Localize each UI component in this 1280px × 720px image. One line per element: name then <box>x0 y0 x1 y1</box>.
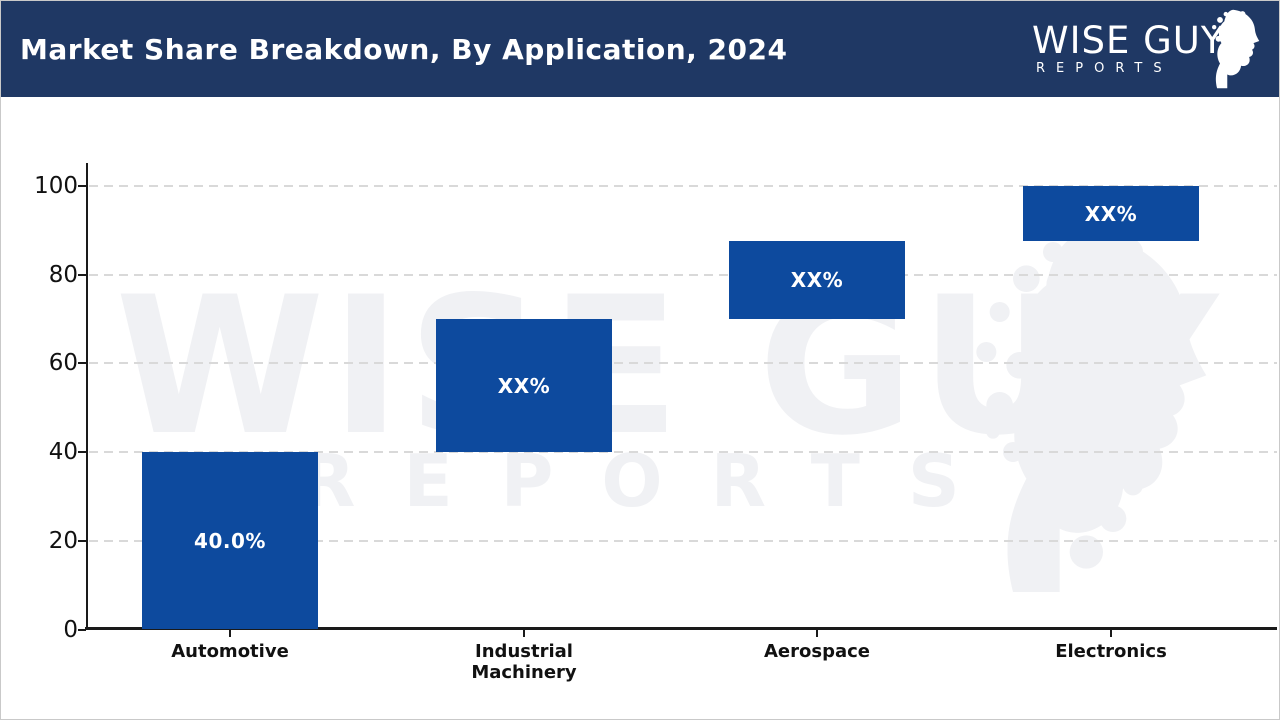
page-title: Market Share Breakdown, By Application, … <box>20 33 788 66</box>
bar-automotive: 40.0% <box>142 452 318 630</box>
y-axis <box>86 163 88 630</box>
bar-aerospace: XX% <box>729 241 905 320</box>
header-bar: Market Share Breakdown, By Application, … <box>0 0 1280 97</box>
x-tick-aerospace <box>816 630 818 637</box>
y-tick-label-0: 0 <box>63 616 78 643</box>
brand-logo-name: WISE GUY <box>1032 19 1225 62</box>
bar-value-label-automotive: 40.0% <box>194 528 266 553</box>
bar-industrial-machinery: XX% <box>436 319 612 453</box>
gridline-y20 <box>89 539 1277 542</box>
gridline-y40 <box>89 451 1277 454</box>
category-label-electronics: Electronics <box>1055 641 1167 662</box>
y-tick-20 <box>78 539 86 542</box>
y-tick-60 <box>78 362 86 365</box>
y-tick-0 <box>78 628 86 631</box>
brand-logo-subtitle: REPORTS <box>1036 61 1173 76</box>
y-tick-80 <box>78 273 86 276</box>
brand-head-icon <box>1212 9 1260 89</box>
gridline-y80 <box>89 273 1277 276</box>
gridline-y60 <box>89 362 1277 365</box>
x-tick-automotive <box>229 630 231 637</box>
y-tick-label-40: 40 <box>48 439 78 466</box>
x-axis <box>85 627 1277 630</box>
y-tick-100 <box>78 185 86 187</box>
gridline-y100 <box>89 185 1277 187</box>
watermark-head-icon <box>976 232 1207 592</box>
category-label-automotive: Automotive <box>171 641 289 662</box>
bar-electronics: XX% <box>1023 186 1199 242</box>
category-label-industrial-machinery: Industrial Machinery <box>471 641 577 683</box>
y-tick-40 <box>78 451 86 454</box>
chart-area: 0 20 40 60 80 100 40.0% Automotive XX% Industrial… <box>0 97 1280 720</box>
bar-value-label-electronics: XX% <box>1084 201 1138 226</box>
bar-value-label-industrial-machinery: XX% <box>497 373 551 398</box>
category-label-aerospace: Aerospace <box>763 641 870 662</box>
x-tick-electronics <box>1110 630 1112 637</box>
bar-value-label-aerospace: XX% <box>790 268 844 293</box>
watermark-subtitle: REPORTS <box>300 439 1008 523</box>
y-tick-label-80: 80 <box>48 261 78 288</box>
y-tick-label-60: 60 <box>48 350 78 377</box>
x-tick-industrial-machinery <box>523 630 525 637</box>
y-tick-label-100: 100 <box>34 173 78 199</box>
y-tick-label-20: 20 <box>48 527 78 554</box>
brand-logo: WISE GUY REPORTS <box>1032 0 1272 97</box>
